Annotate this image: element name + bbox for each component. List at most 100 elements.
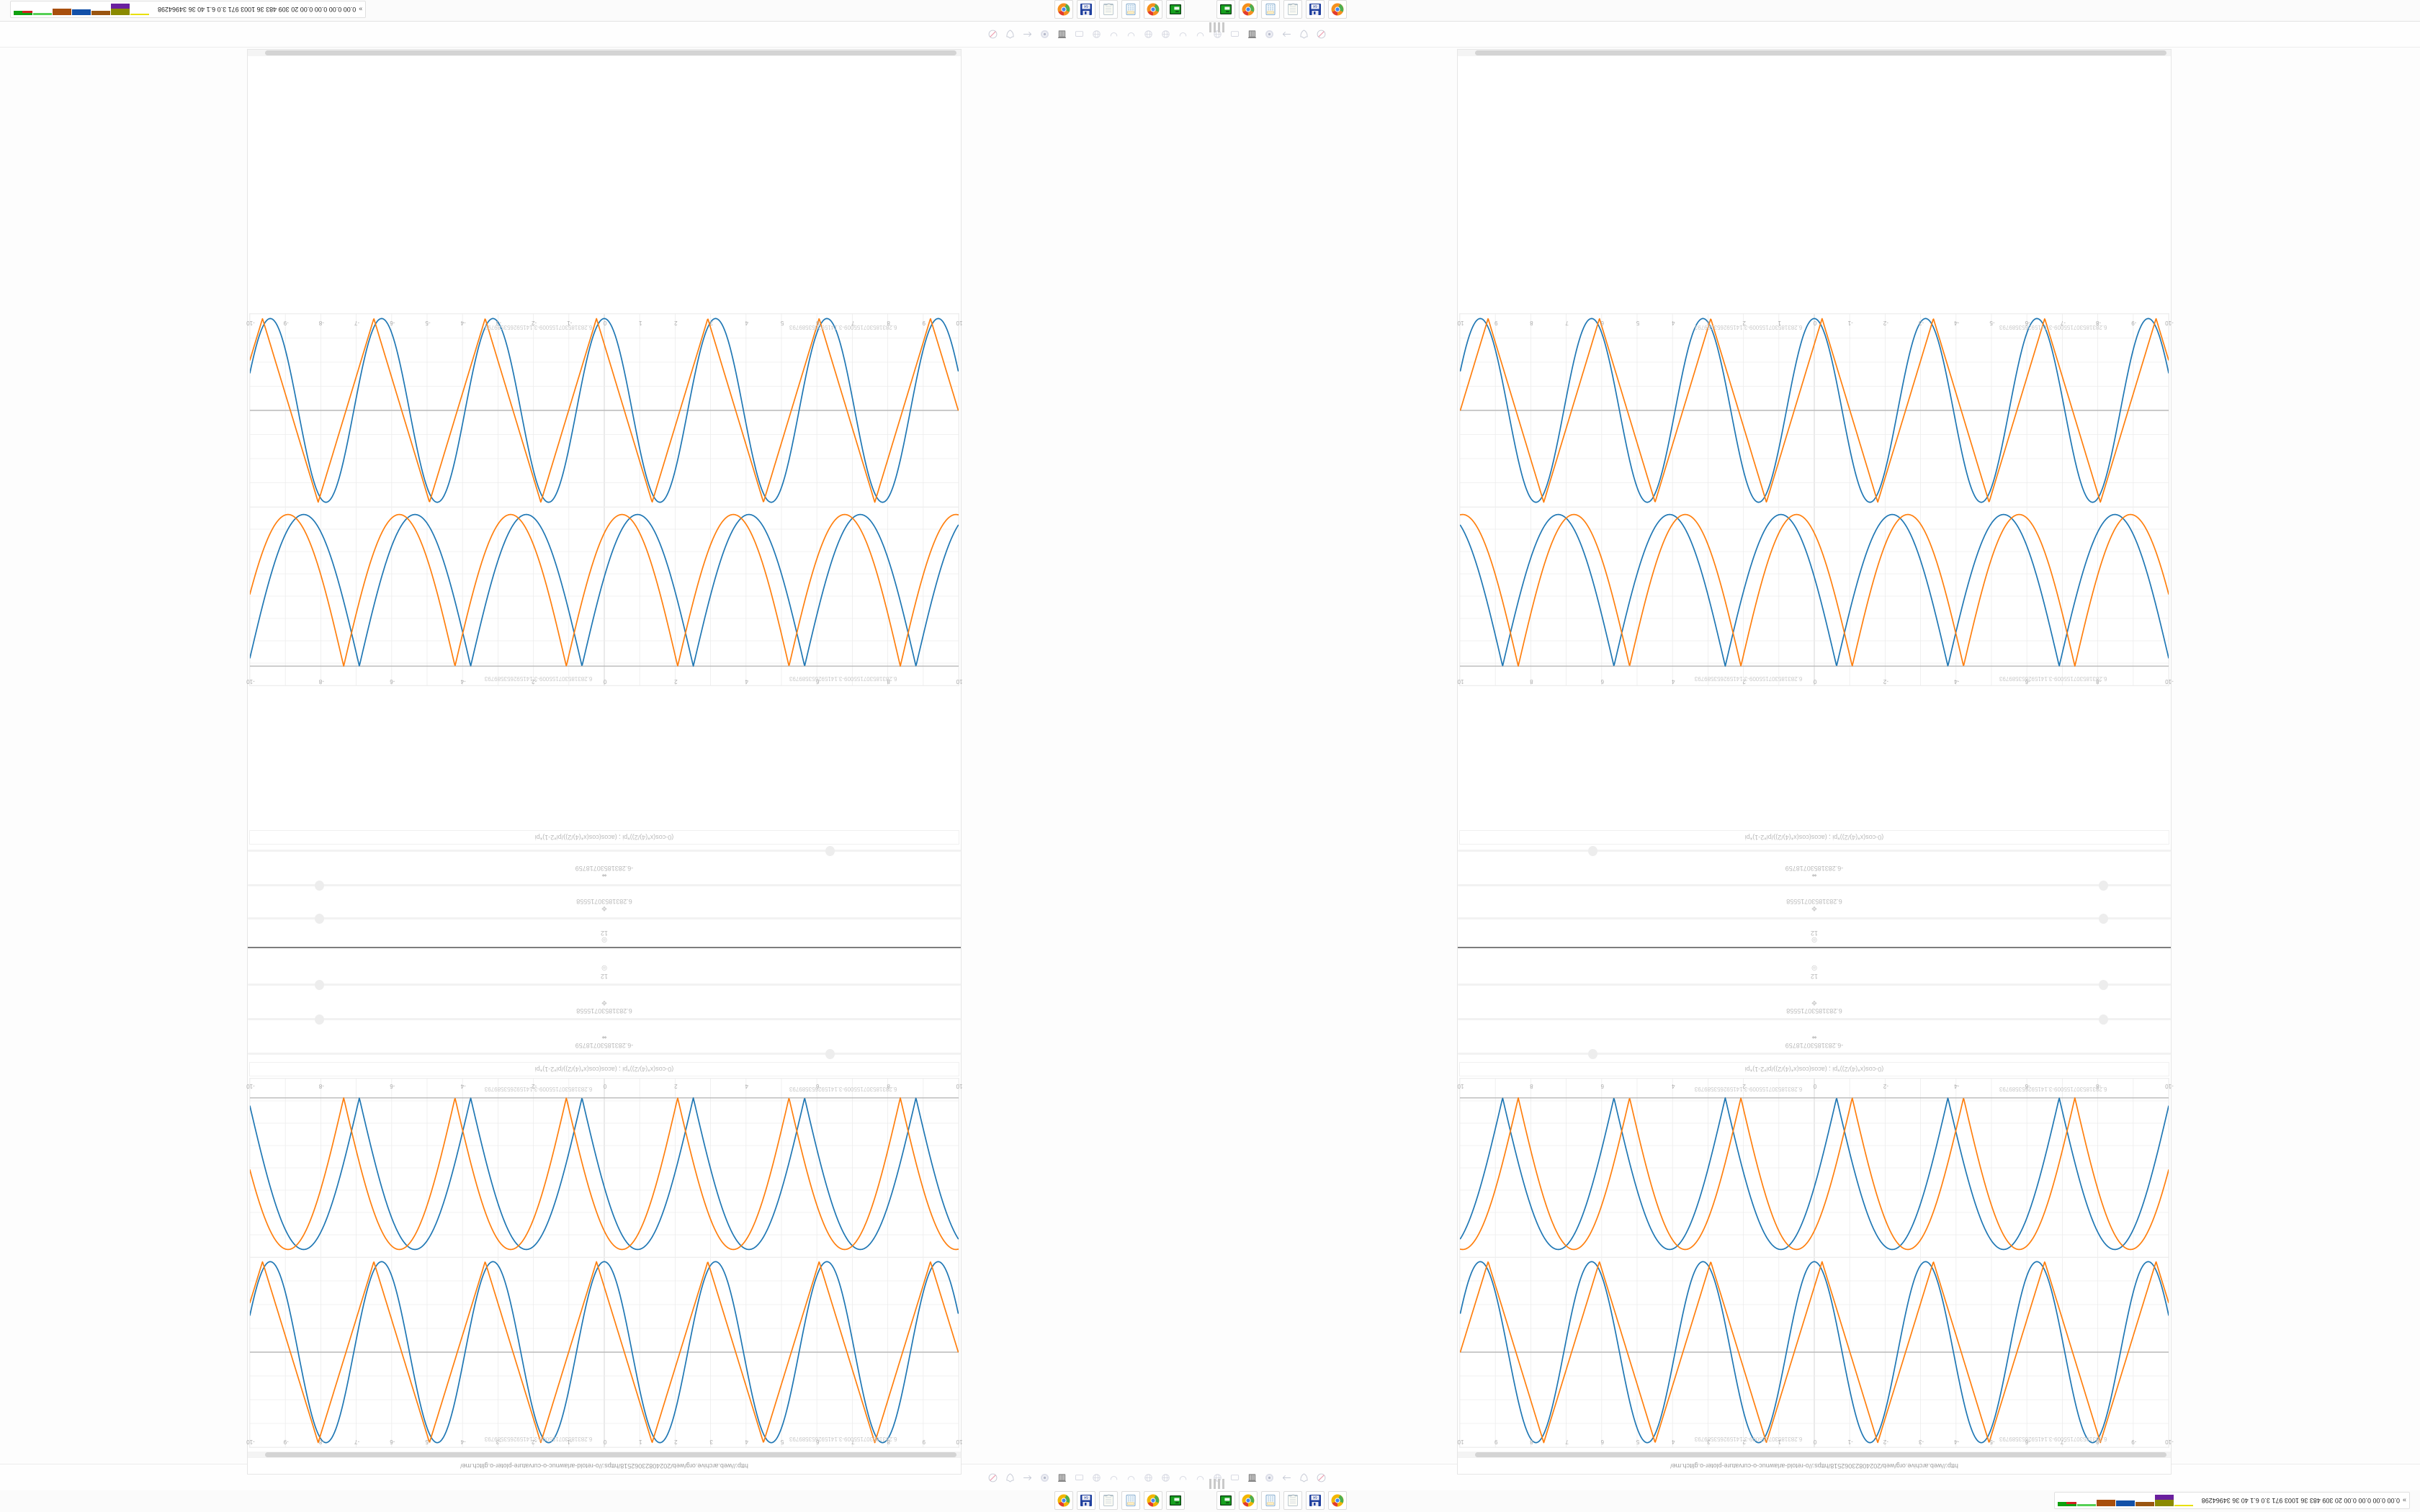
taskbar-item-firefox[interactable]	[1328, 0, 1347, 19]
horizontal-scrollbar-bottom[interactable]	[1475, 50, 2166, 55]
system-monitor-widget-bottom[interactable]: » 0.00 0.00 0.00 0.00 20 309 483 36 1003…	[10, 1, 367, 18]
taskbar-item-terminal[interactable]	[1216, 0, 1235, 19]
taskbar-item-chrome[interactable]	[1144, 1491, 1162, 1510]
globe-icon[interactable]	[1090, 1472, 1103, 1485]
horizontal-scrollbar[interactable]	[1475, 1452, 2166, 1457]
control-glyph-icon[interactable]: ✥	[1811, 905, 1817, 912]
range-slider[interactable]	[1458, 846, 2171, 856]
slider-thumb[interactable]	[2098, 1014, 2108, 1025]
arrow-right-icon[interactable]	[1281, 28, 1294, 41]
slider-thumb[interactable]	[315, 914, 325, 924]
range-slider[interactable]	[248, 914, 961, 924]
smile-icon[interactable]	[1177, 1472, 1190, 1485]
taskbar-item-save-64[interactable]: 64	[1077, 0, 1095, 19]
slider-thumb[interactable]	[2098, 914, 2108, 924]
control-glyph-icon[interactable]: ⬌	[601, 1034, 607, 1041]
smile-icon[interactable]	[1125, 1472, 1138, 1485]
control-glyph-icon[interactable]: ◎	[601, 965, 607, 972]
taskbar-item-firefox[interactable]	[1144, 0, 1162, 19]
taskbar-item-calculator[interactable]	[1121, 0, 1140, 19]
taskbar-item-chrome[interactable]	[1239, 1491, 1258, 1510]
window-pager-bottom[interactable]	[1209, 22, 1224, 32]
taskbar-top[interactable]: 64 64	[1054, 1491, 1347, 1510]
browser-window-right[interactable]: http://web.archive.org/web/2024082306251…	[246, 49, 962, 1475]
scroll-region-right-bottom[interactable]	[248, 50, 961, 56]
taskbar-item-save-64[interactable]: 64	[1306, 1491, 1325, 1510]
range-slider[interactable]	[248, 1014, 961, 1025]
range-slider[interactable]	[248, 980, 961, 990]
globe-icon[interactable]	[1142, 28, 1155, 41]
range-slider[interactable]	[1458, 881, 2171, 891]
taskbar-bottom[interactable]: 64 64	[1054, 0, 1347, 19]
arrow-left-icon[interactable]	[1021, 28, 1034, 41]
window-icon[interactable]	[1229, 1472, 1242, 1485]
no-entry-icon[interactable]	[987, 28, 1000, 41]
taskbar-item-terminal[interactable]	[1216, 1491, 1235, 1510]
control-glyph-icon[interactable]: ✥	[1811, 999, 1817, 1007]
library-icon[interactable]	[1056, 28, 1069, 41]
library-icon[interactable]	[1056, 1472, 1069, 1485]
range-slider[interactable]	[248, 846, 961, 856]
window-pager[interactable]	[1209, 1479, 1224, 1489]
chart-plot-3[interactable]	[1459, 506, 2169, 686]
globe-icon[interactable]	[1090, 28, 1103, 41]
horizontal-scrollbar-bottom[interactable]	[265, 50, 956, 55]
address-bar-left[interactable]: http://web.archive.org/web/2024082306251…	[1458, 1457, 2171, 1474]
expand-tray-icon[interactable]: »	[2403, 1497, 2406, 1505]
formula-input-bottom[interactable]: (0-cos(x*(4)/2))*pi ; (acos(cos(x*(4)/2)…	[249, 830, 959, 845]
taskbar-item-notepad[interactable]	[1099, 0, 1118, 19]
control-glyph-icon[interactable]: ⬌	[1811, 1034, 1817, 1041]
address-bar-right[interactable]: http://web.archive.org/web/2024082306251…	[248, 1457, 961, 1474]
smile-icon[interactable]	[1177, 28, 1190, 41]
smile-icon[interactable]	[1108, 1472, 1121, 1485]
range-slider[interactable]	[1458, 980, 2171, 990]
formula-input-bottom[interactable]: (0-cos(x*(4)/2))*pi ; (acos(cos(x*(4)/2)…	[1459, 830, 2169, 845]
fingerprint-icon[interactable]	[1263, 28, 1276, 41]
control-glyph-icon[interactable]: ◎	[601, 937, 607, 944]
range-slider[interactable]	[1458, 1049, 2171, 1059]
expand-tray-icon[interactable]: »	[359, 6, 363, 14]
globe-icon[interactable]	[1142, 1472, 1155, 1485]
range-slider[interactable]	[1458, 1014, 2171, 1025]
range-slider[interactable]	[1458, 914, 2171, 924]
range-slider[interactable]	[248, 1049, 961, 1059]
taskbar-item-chrome[interactable]	[1328, 1491, 1347, 1510]
taskbar-item-save-64[interactable]: 64	[1306, 0, 1325, 19]
taskbar-item-calculator[interactable]	[1121, 1491, 1140, 1510]
control-points[interactable]: 12 ◎	[1458, 965, 2171, 980]
taskbar-item-firefox[interactable]	[1054, 0, 1073, 19]
slider-thumb[interactable]	[825, 1049, 835, 1059]
taskbar-item-notepad[interactable]	[1099, 1491, 1118, 1510]
slider-thumb[interactable]	[315, 1014, 325, 1025]
control-glyph-icon[interactable]: ◎	[1811, 937, 1817, 944]
control-glyph-icon[interactable]: ◎	[1811, 965, 1817, 972]
chart-plot-2[interactable]	[249, 1078, 959, 1258]
library-icon[interactable]	[1246, 1472, 1259, 1485]
taskbar-item-calculator[interactable]	[1261, 1491, 1280, 1510]
range-slider[interactable]	[248, 881, 961, 891]
chart-plot-1[interactable]	[1459, 1256, 2169, 1448]
fingerprint-icon[interactable]	[1263, 1472, 1276, 1485]
slider-thumb[interactable]	[1587, 846, 1597, 856]
no-entry-icon[interactable]	[1315, 28, 1328, 41]
taskbar-item-chrome[interactable]	[1054, 1491, 1073, 1510]
formula-input-top[interactable]: (0-cos(x*(4)/2))*pi ; (acos(cos(x*(4)/2)…	[1459, 1062, 2169, 1076]
smile-icon[interactable]	[1194, 1472, 1207, 1485]
control-xmin[interactable]: -6.28318530718759 ⬌	[248, 1034, 961, 1049]
fingerprint-icon[interactable]	[1039, 28, 1052, 41]
chart-plot-4[interactable]	[1459, 313, 2169, 508]
horizontal-scrollbar[interactable]	[265, 1452, 956, 1457]
control-points[interactable]: ◎ 12	[248, 929, 961, 944]
control-xmax[interactable]: 6.28318530715558 ✥	[248, 999, 961, 1014]
taskbar-item-terminal[interactable]	[1166, 0, 1185, 19]
window-icon[interactable]	[1073, 1472, 1086, 1485]
slider-thumb[interactable]	[1587, 1049, 1597, 1059]
slider-thumb[interactable]	[2098, 881, 2108, 891]
smile-icon[interactable]	[1194, 28, 1207, 41]
window-icon[interactable]	[1073, 28, 1086, 41]
shield-icon[interactable]	[1004, 28, 1017, 41]
globe-icon[interactable]	[1160, 28, 1173, 41]
browser-toolbar-icons-bottom[interactable]	[987, 28, 1328, 41]
control-xmin[interactable]: ⬌ -6.28318530718759	[248, 864, 961, 879]
no-entry-icon[interactable]	[1315, 1472, 1328, 1485]
